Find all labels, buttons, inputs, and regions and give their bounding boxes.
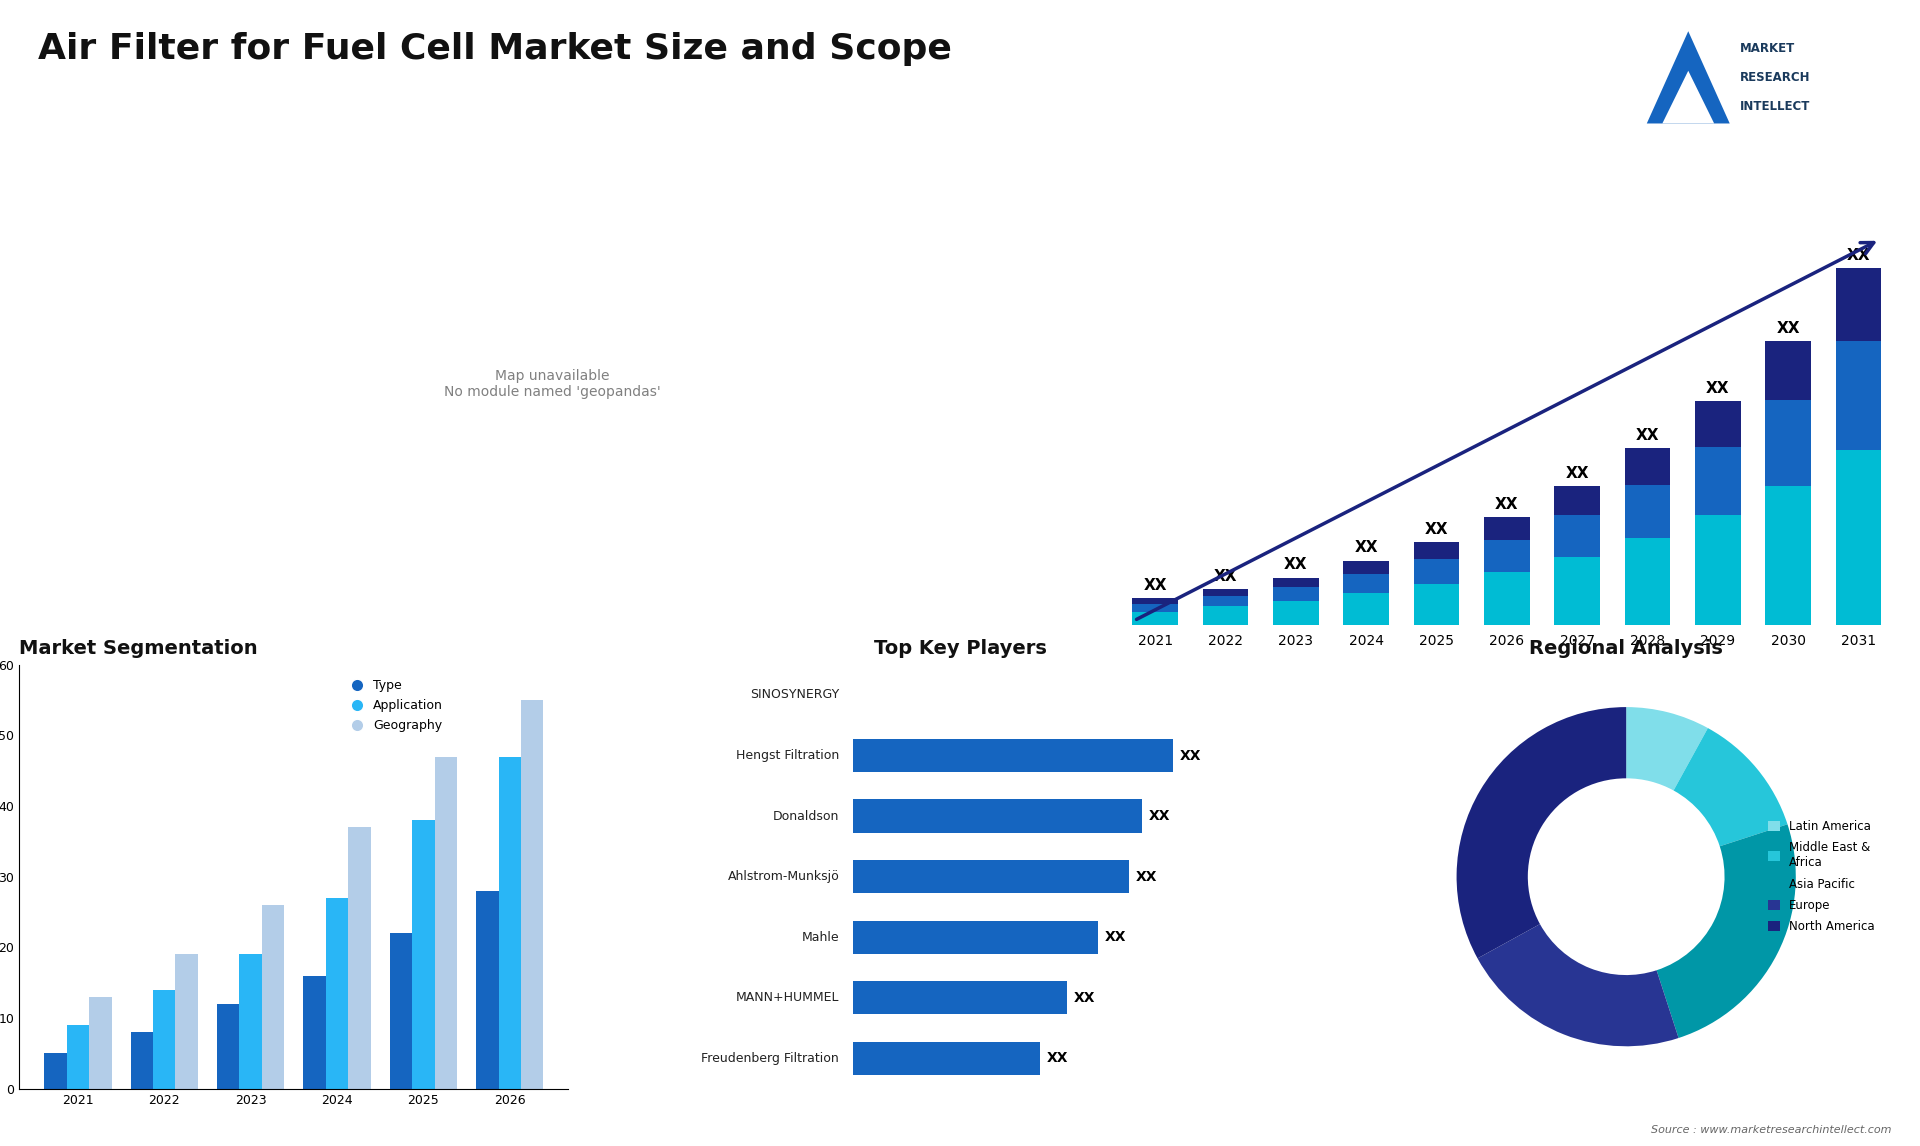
- Bar: [1484, 540, 1530, 572]
- Text: Market Segmentation: Market Segmentation: [19, 638, 257, 658]
- Text: XX: XX: [1847, 248, 1870, 262]
- Text: Source : www.marketresearchintellect.com: Source : www.marketresearchintellect.com: [1651, 1124, 1891, 1135]
- Bar: [1484, 518, 1530, 540]
- Text: XX: XX: [1284, 557, 1308, 572]
- Bar: [1624, 448, 1670, 485]
- Bar: [1695, 401, 1741, 447]
- Bar: [1344, 594, 1388, 625]
- Bar: [1836, 268, 1882, 342]
- Text: SINOSYNERGY: SINOSYNERGY: [751, 689, 839, 701]
- Bar: [476, 890, 499, 1089]
- Text: Hengst Filtration: Hengst Filtration: [735, 749, 839, 762]
- Text: XX: XX: [1776, 321, 1799, 336]
- Polygon shape: [1647, 31, 1730, 124]
- Text: Ahlstrom-Munksjö: Ahlstrom-Munksjö: [728, 870, 839, 884]
- Text: Mahle: Mahle: [801, 931, 839, 944]
- Bar: [67, 1025, 88, 1089]
- Bar: [1836, 449, 1882, 625]
- Bar: [1202, 596, 1248, 606]
- Wedge shape: [1457, 707, 1626, 958]
- Bar: [390, 933, 413, 1089]
- Bar: [175, 955, 198, 1089]
- Wedge shape: [1657, 824, 1795, 1038]
- Bar: [303, 975, 326, 1089]
- Text: Air Filter for Fuel Cell Market Size and Scope: Air Filter for Fuel Cell Market Size and…: [38, 32, 952, 66]
- Bar: [1624, 485, 1670, 539]
- Text: Donaldson: Donaldson: [772, 809, 839, 823]
- Title: Regional Analysis: Regional Analysis: [1528, 638, 1722, 658]
- Bar: [1695, 447, 1741, 515]
- Bar: [1133, 612, 1179, 625]
- Text: XX: XX: [1636, 427, 1659, 442]
- Bar: [1273, 587, 1319, 601]
- Bar: [240, 955, 261, 1089]
- Bar: [1836, 342, 1882, 449]
- Bar: [1695, 515, 1741, 625]
- Text: Map unavailable
No module named 'geopandas': Map unavailable No module named 'geopand…: [444, 369, 660, 399]
- Text: XX: XX: [1496, 497, 1519, 512]
- Bar: [261, 905, 284, 1089]
- Bar: [1273, 578, 1319, 587]
- Bar: [1344, 560, 1388, 574]
- Bar: [1133, 598, 1179, 604]
- Text: XX: XX: [1144, 578, 1167, 594]
- Polygon shape: [1663, 71, 1715, 124]
- Text: MARKET: MARKET: [1740, 42, 1795, 55]
- Bar: [1624, 539, 1670, 625]
- Bar: [1555, 486, 1599, 515]
- Bar: [217, 1004, 240, 1089]
- Text: RESEARCH: RESEARCH: [1740, 71, 1811, 84]
- Bar: [1764, 342, 1811, 400]
- Bar: [44, 1053, 67, 1089]
- Title: Top Key Players: Top Key Players: [874, 638, 1046, 658]
- Wedge shape: [1478, 924, 1678, 1046]
- Bar: [154, 990, 175, 1089]
- Text: XX: XX: [1565, 465, 1590, 481]
- Text: XX: XX: [1213, 568, 1236, 584]
- Legend: Type, Application, Geography: Type, Application, Geography: [344, 680, 444, 732]
- Bar: [1344, 574, 1388, 594]
- Bar: [499, 756, 520, 1089]
- Text: Freudenberg Filtration: Freudenberg Filtration: [701, 1052, 839, 1065]
- Bar: [1484, 572, 1530, 625]
- Text: MANN+HUMMEL: MANN+HUMMEL: [735, 991, 839, 1004]
- Bar: [1555, 515, 1599, 557]
- Bar: [1413, 542, 1459, 559]
- Bar: [1413, 584, 1459, 625]
- Wedge shape: [1674, 728, 1788, 846]
- Bar: [348, 827, 371, 1089]
- Bar: [1133, 604, 1179, 612]
- Bar: [1202, 606, 1248, 625]
- Bar: [1273, 601, 1319, 625]
- Text: XX: XX: [1707, 380, 1730, 395]
- Bar: [413, 821, 434, 1089]
- Legend: Latin America, Middle East &
Africa, Asia Pacific, Europe, North America: Latin America, Middle East & Africa, Asi…: [1768, 821, 1874, 933]
- Bar: [520, 700, 543, 1089]
- Text: INTELLECT: INTELLECT: [1740, 100, 1811, 112]
- Bar: [131, 1033, 154, 1089]
- Text: XX: XX: [1354, 540, 1379, 555]
- Bar: [1764, 400, 1811, 486]
- Bar: [1413, 559, 1459, 584]
- Bar: [1764, 486, 1811, 625]
- Bar: [88, 997, 111, 1089]
- Wedge shape: [1626, 707, 1709, 791]
- Bar: [434, 756, 457, 1089]
- Bar: [1555, 557, 1599, 625]
- Bar: [1202, 589, 1248, 596]
- Text: XX: XX: [1425, 521, 1448, 537]
- Bar: [326, 898, 348, 1089]
